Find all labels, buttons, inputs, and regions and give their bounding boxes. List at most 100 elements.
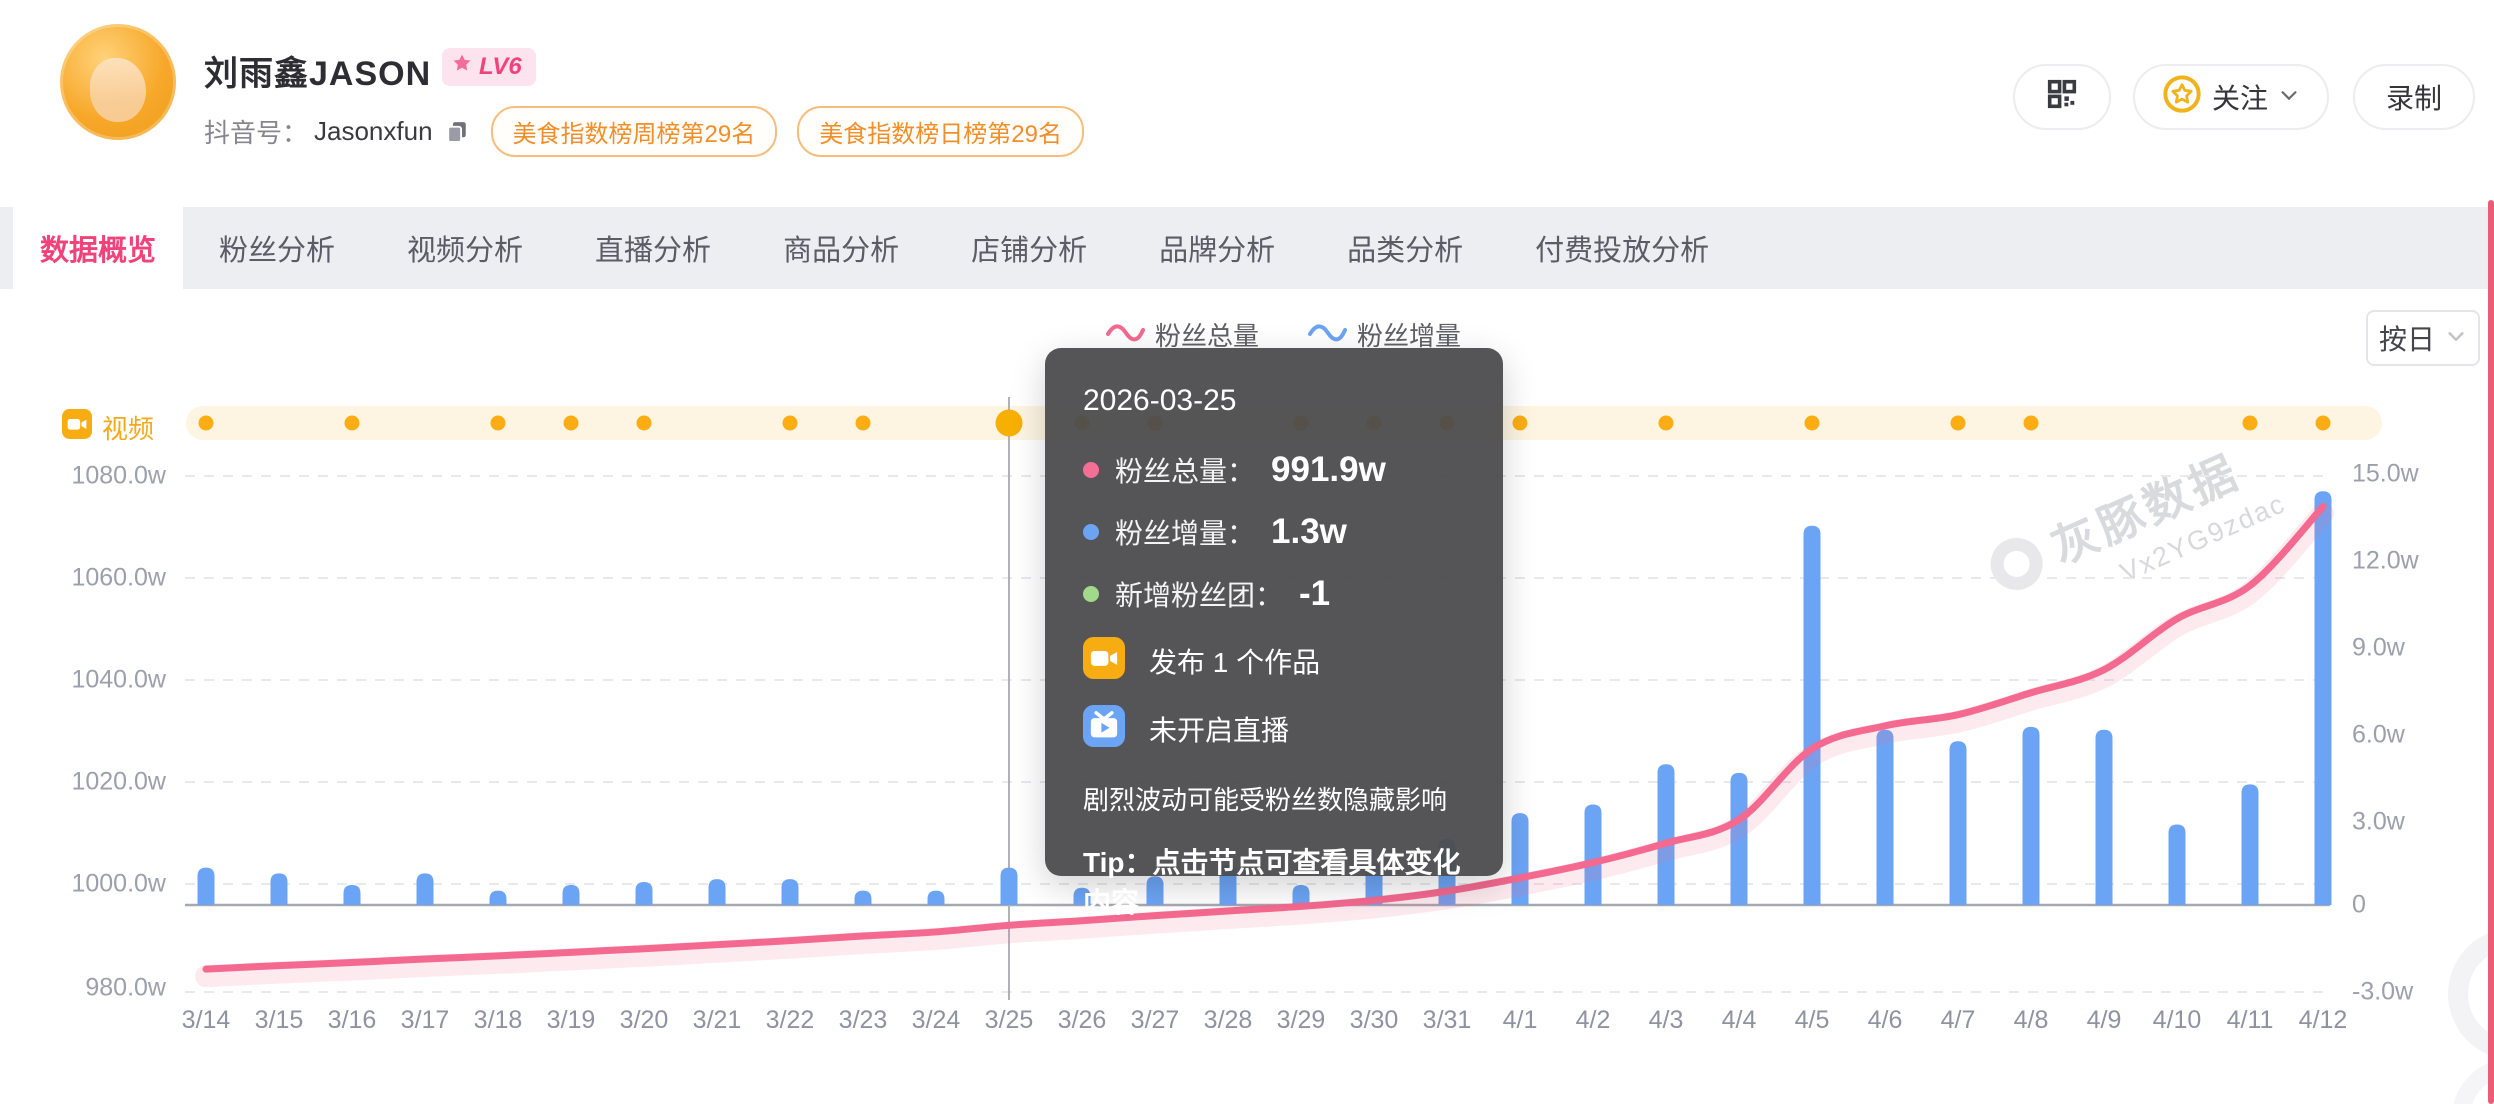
tab-6[interactable]: 品牌分析 [1159,235,1276,267]
tooltip-works-text: 发布 1 个作品 [1149,647,1321,678]
bar-3/23[interactable] [854,890,872,905]
bar-4/11[interactable] [2241,784,2259,905]
bar-3/25[interactable] [1000,867,1018,905]
tab-8[interactable]: 付费投放分析 [1535,235,1710,267]
x-axis-label: 3/23 [838,1006,888,1034]
tooltip-live-row: 未开启直播 [1083,704,1465,754]
record-button[interactable]: 录制 [2353,64,2475,130]
live-tv-icon [1083,704,1125,754]
video-post-dot-3/22[interactable] [782,415,798,431]
video-post-dot-3/20[interactable] [636,415,652,431]
bar-4/3[interactable] [1657,764,1675,905]
rank-badge-0[interactable]: 美食指数榜周榜第29名 [490,106,778,157]
x-axis-label: 4/8 [2013,1006,2049,1034]
bar-4/8[interactable] [2022,726,2040,905]
metric-value: -1 [1299,574,1331,613]
legend-item-1[interactable]: 粉丝增量 [1307,316,1461,353]
record-button-label: 录制 [2385,83,2442,114]
bar-3/17[interactable] [416,873,434,905]
bar-4/7[interactable] [1949,741,1967,905]
creator-name: 刘雨鑫JASON [204,55,432,93]
tab-1[interactable]: 粉丝分析 [219,235,336,267]
x-axis-label: 4/4 [1721,1006,1757,1034]
y-axis-left-label: 980.0w [85,973,166,1002]
bar-3/14[interactable] [197,867,215,905]
chart-tooltip: 2026-03-25 粉丝总量： 991.9w 粉丝增量： 1.3w 新增粉丝团： -1 … [1045,348,1503,918]
tab-2[interactable]: 视频分析 [407,235,524,267]
bar-4/9[interactable] [2095,729,2113,905]
tab-7[interactable]: 品类分析 [1347,235,1464,267]
x-axis-label: 3/14 [181,1006,231,1034]
avatar[interactable] [60,24,176,140]
bar-3/19[interactable] [562,884,580,905]
y-axis-right-label: -3.0w [2352,977,2414,1006]
bar-4/4[interactable] [1730,772,1748,905]
x-axis-label: 3/31 [1422,1006,1472,1034]
bar-3/16[interactable] [343,884,361,905]
nav-tabs: 数据概览 粉丝分析 视频分析 直播分析 商品分析 店铺分析 品牌分析 品类分析 付费投放分析 [0,207,2494,289]
chevron-down-icon [2278,81,2300,113]
x-axis-label: 4/11 [2226,1006,2274,1034]
tab-5[interactable]: 店铺分析 [971,235,1088,267]
video-post-dot-3/14[interactable] [198,415,214,431]
x-axis-label: 3/27 [1130,1006,1180,1034]
x-axis-label: 4/5 [1794,1006,1830,1034]
x-axis-label: 3/29 [1276,1006,1326,1034]
follow-button-label: 关注 [2211,83,2268,114]
bar-4/2[interactable] [1584,804,1602,905]
video-post-dot-3/19[interactable] [563,415,579,431]
tooltip-metric-row: 粉丝增量： 1.3w [1083,508,1465,556]
bar-4/6[interactable] [1876,729,1894,905]
scrollbar-strip[interactable] [2488,200,2494,1104]
bar-4/10[interactable] [2168,824,2186,905]
level-badge: LV6 [442,48,536,86]
date-granularity-value: 按日 [2378,324,2435,355]
tab-3[interactable]: 直播分析 [595,235,712,267]
video-post-dot-4/5[interactable] [1804,415,1820,431]
bar-4/5[interactable] [1803,525,1821,905]
chevron-down-icon [2445,322,2467,354]
bar-3/21[interactable] [708,879,726,905]
watermark: 灰豚数据 Vx2YG9zdac [1979,424,2290,636]
legend-item-0[interactable]: 粉丝总量 [1105,316,1259,353]
video-post-dot-4/3[interactable] [1658,415,1674,431]
video-post-dot-4/1[interactable] [1512,415,1528,431]
legend-label: 粉丝增量 [1357,321,1462,351]
date-granularity-select[interactable]: 按日 [2366,310,2480,366]
bar-3/18[interactable] [489,890,507,905]
profile-header: 刘雨鑫JASON LV6 抖音号： Jasonxfun 美食指数榜周榜第29名美… [0,0,2494,207]
x-axis-label: 3/17 [400,1006,450,1034]
video-camera-icon [1083,636,1125,686]
tab-4[interactable]: 商品分析 [783,235,900,267]
video-post-dot-4/7[interactable] [1950,415,1966,431]
x-axis-label: 4/3 [1648,1006,1684,1034]
y-axis-right-label: 6.0w [2352,720,2405,749]
x-axis-label: 4/10 [2152,1006,2202,1034]
y-axis-left-label: 1040.0w [71,665,166,694]
x-axis-label: 3/16 [327,1006,377,1034]
tooltip-metric-row: 新增粉丝团： -1 [1083,570,1465,618]
copy-icon[interactable] [443,118,471,146]
bar-4/1[interactable] [1511,813,1529,905]
video-post-dot-4/8[interactable] [2023,415,2039,431]
x-axis-label: 3/25 [984,1006,1034,1034]
metric-label: 粉丝总量： [1115,456,1256,487]
video-post-dot-3/25[interactable] [995,409,1023,437]
video-post-dot-4/12[interactable] [2315,415,2331,431]
bar-3/24[interactable] [927,890,945,905]
bar-3/20[interactable] [635,882,653,905]
follow-button[interactable]: 关注 [2133,64,2329,130]
bar-3/22[interactable] [781,879,799,905]
tab-0[interactable]: 数据概览 [13,207,184,289]
video-post-dot-3/16[interactable] [344,415,360,431]
qr-code-button[interactable] [2013,64,2111,130]
bar-3/15[interactable] [270,873,288,905]
video-post-dot-3/18[interactable] [490,415,506,431]
squiggle-line-icon [1307,319,1348,350]
video-post-dot-3/23[interactable] [855,415,871,431]
x-axis-label: 3/26 [1057,1006,1107,1034]
qr-code-icon [2044,76,2080,119]
rank-badge-1[interactable]: 美食指数榜日榜第29名 [797,106,1084,157]
bar-4/12[interactable] [2314,491,2332,905]
